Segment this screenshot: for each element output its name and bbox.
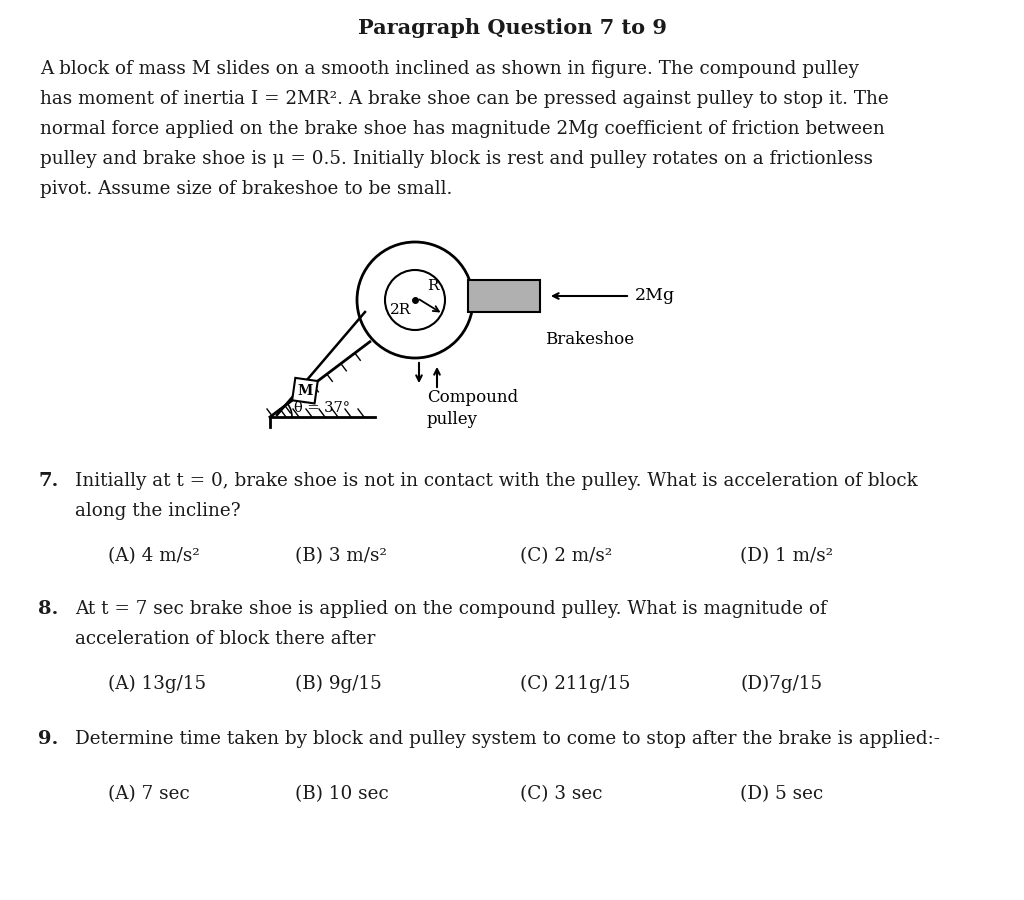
Text: (B) 10 sec: (B) 10 sec	[295, 785, 389, 803]
Text: pulley and brake shoe is μ = 0.5. Initially block is rest and pulley rotates on : pulley and brake shoe is μ = 0.5. Initia…	[40, 150, 873, 168]
Text: R: R	[427, 279, 438, 293]
Polygon shape	[292, 378, 317, 403]
Text: has moment of inertia I = 2MR². A brake shoe can be pressed against pulley to st: has moment of inertia I = 2MR². A brake …	[40, 90, 889, 108]
Text: Brakeshoe: Brakeshoe	[545, 331, 634, 348]
Bar	[468, 280, 540, 312]
Text: (A) 4 m/s²: (A) 4 m/s²	[108, 547, 200, 565]
Text: along the incline?: along the incline?	[75, 502, 241, 520]
Text: acceleration of block there after: acceleration of block there after	[75, 630, 376, 648]
Text: (C) 2 m/s²: (C) 2 m/s²	[520, 547, 612, 565]
Text: 7.: 7.	[38, 472, 58, 490]
Text: At t = 7 sec brake shoe is applied on the compound pulley. What is magnitude of: At t = 7 sec brake shoe is applied on th…	[75, 600, 826, 618]
Text: Determine time taken by block and pulley system to come to stop after the brake : Determine time taken by block and pulley…	[75, 730, 940, 748]
Text: (D)7g/15: (D)7g/15	[740, 675, 822, 693]
Text: pivot. Assume size of brakeshoe to be small.: pivot. Assume size of brakeshoe to be sm…	[40, 180, 453, 198]
Text: pulley: pulley	[427, 411, 478, 428]
Text: (A) 7 sec: (A) 7 sec	[108, 785, 189, 803]
Text: normal force applied on the brake shoe has magnitude 2Mg coefficient of friction: normal force applied on the brake shoe h…	[40, 120, 885, 138]
Text: Initially at t = 0, brake shoe is not in contact with the pulley. What is accele: Initially at t = 0, brake shoe is not in…	[75, 472, 918, 490]
Text: 2Mg: 2Mg	[635, 286, 675, 303]
Text: 8.: 8.	[38, 600, 58, 618]
Text: θ = 37°: θ = 37°	[294, 401, 350, 415]
Text: 2R: 2R	[390, 303, 412, 317]
Text: M: M	[297, 383, 312, 398]
Text: (C) 211g/15: (C) 211g/15	[520, 675, 631, 693]
Text: (D) 1 m/s²: (D) 1 m/s²	[740, 547, 834, 565]
Text: (C) 3 sec: (C) 3 sec	[520, 785, 602, 803]
Text: (A) 13g/15: (A) 13g/15	[108, 675, 206, 693]
Text: Paragraph Question 7 to 9: Paragraph Question 7 to 9	[357, 18, 667, 38]
Text: (B) 9g/15: (B) 9g/15	[295, 675, 382, 693]
Text: Compound: Compound	[427, 390, 518, 407]
Text: A block of mass M slides on a smooth inclined as shown in figure. The compound p: A block of mass M slides on a smooth inc…	[40, 60, 859, 78]
Text: (B) 3 m/s²: (B) 3 m/s²	[295, 547, 387, 565]
Text: (D) 5 sec: (D) 5 sec	[740, 785, 823, 803]
Text: 9.: 9.	[38, 730, 58, 748]
